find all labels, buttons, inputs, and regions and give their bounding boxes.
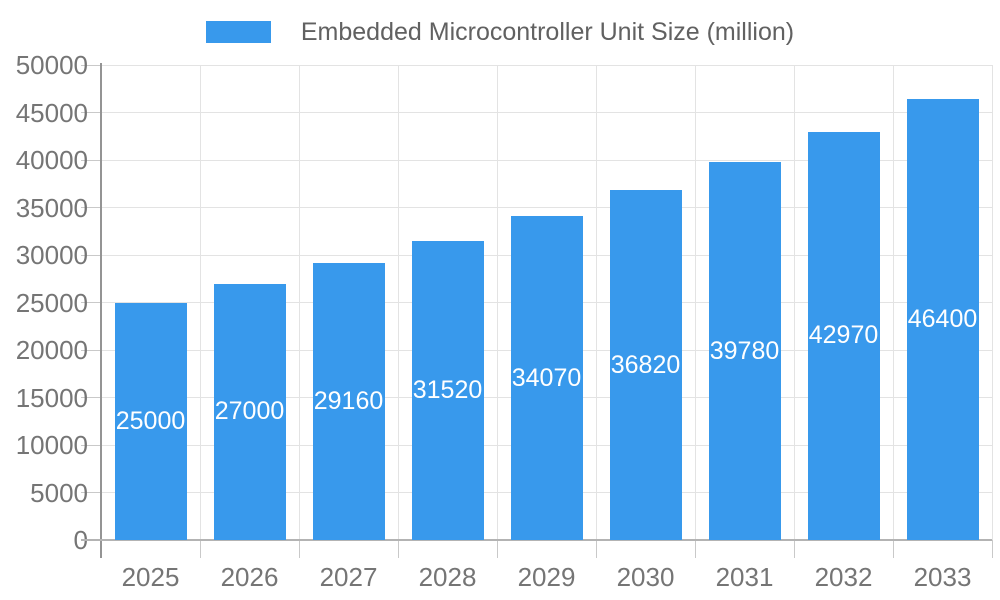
legend-swatch [205, 21, 271, 43]
y-tick [81, 254, 101, 256]
x-tick [595, 540, 597, 558]
x-tick-label: 2025 [121, 562, 180, 592]
bar-value-label: 25000 [115, 406, 186, 435]
x-tick-label: 2031 [715, 562, 774, 592]
x-tick-label: 2029 [517, 562, 576, 592]
y-tick [81, 64, 101, 66]
y-tick-label: 40000 [15, 145, 88, 175]
y-tick [81, 302, 101, 303]
x-tick [694, 540, 696, 558]
legend[interactable]: Embedded Microcontroller Unit Size (mill… [0, 18, 1000, 46]
x-tick-label: 2032 [814, 562, 873, 592]
y-gridline [101, 159, 992, 161]
bar-value-label: 42970 [808, 321, 879, 350]
y-tick-label: 35000 [15, 192, 88, 223]
x-tick-label: 2027 [319, 562, 378, 592]
x-gridline [892, 65, 894, 540]
bar[interactable]: 25000 [114, 302, 187, 540]
bar[interactable]: 46400 [906, 99, 979, 540]
y-tick [81, 349, 101, 351]
x-tick-label: 2033 [913, 562, 972, 592]
x-tick-label: 2030 [616, 562, 675, 592]
bar[interactable]: 31520 [411, 240, 484, 540]
y-tick-label: 0 [0, 527, 88, 553]
y-tick [81, 159, 101, 161]
x-tick [892, 540, 894, 558]
x-tick [397, 540, 399, 558]
x-tick-label: 2028 [418, 562, 477, 592]
y-gridline [101, 64, 992, 66]
bar-value-label: 34070 [511, 363, 582, 392]
bar-value-label: 29160 [313, 386, 384, 415]
bar[interactable]: 42970 [807, 131, 880, 540]
y-tick-label: 15000 [15, 382, 88, 413]
x-gridline [496, 65, 498, 540]
y-tick-label: 50000 [15, 50, 88, 80]
x-gridline [298, 65, 300, 540]
y-tick [81, 112, 101, 113]
y-tick-label: 25000 [15, 287, 88, 318]
x-axis-line [81, 539, 992, 541]
bar[interactable]: 27000 [213, 283, 286, 540]
legend-label: Embedded Microcontroller Unit Size (mill… [300, 17, 795, 46]
bar-value-label: 36820 [610, 350, 681, 379]
y-gridline [101, 207, 992, 208]
y-tick-label: 30000 [15, 240, 88, 270]
y-tick-label: 20000 [15, 335, 88, 365]
bar[interactable]: 29160 [312, 262, 385, 540]
bar[interactable]: 39780 [708, 162, 781, 540]
bar-value-label: 46400 [907, 305, 978, 334]
bar-value-label: 39780 [709, 336, 780, 365]
x-tick [298, 540, 300, 558]
bar[interactable]: 36820 [609, 190, 682, 540]
x-gridline [595, 65, 597, 540]
y-tick [81, 444, 101, 446]
y-tick-label: 5000 [30, 477, 88, 508]
y-tick [81, 207, 101, 208]
y-tick [81, 492, 101, 493]
y-tick-label: 45000 [15, 97, 88, 128]
y-gridline [101, 112, 992, 113]
x-gridline [793, 65, 795, 540]
x-tick-label: 2026 [220, 562, 279, 592]
y-axis-line [100, 63, 102, 558]
x-gridline [694, 65, 696, 540]
x-tick [199, 540, 201, 558]
x-tick [991, 540, 993, 558]
x-gridline [199, 65, 201, 540]
x-gridline [991, 65, 993, 540]
bar-value-label: 31520 [412, 375, 483, 404]
x-tick [496, 540, 498, 558]
y-tick [81, 397, 101, 398]
x-tick [793, 540, 795, 558]
bar[interactable]: 34070 [510, 216, 583, 540]
bar-value-label: 27000 [214, 397, 285, 426]
y-tick-label: 10000 [15, 430, 88, 460]
x-gridline [397, 65, 399, 540]
